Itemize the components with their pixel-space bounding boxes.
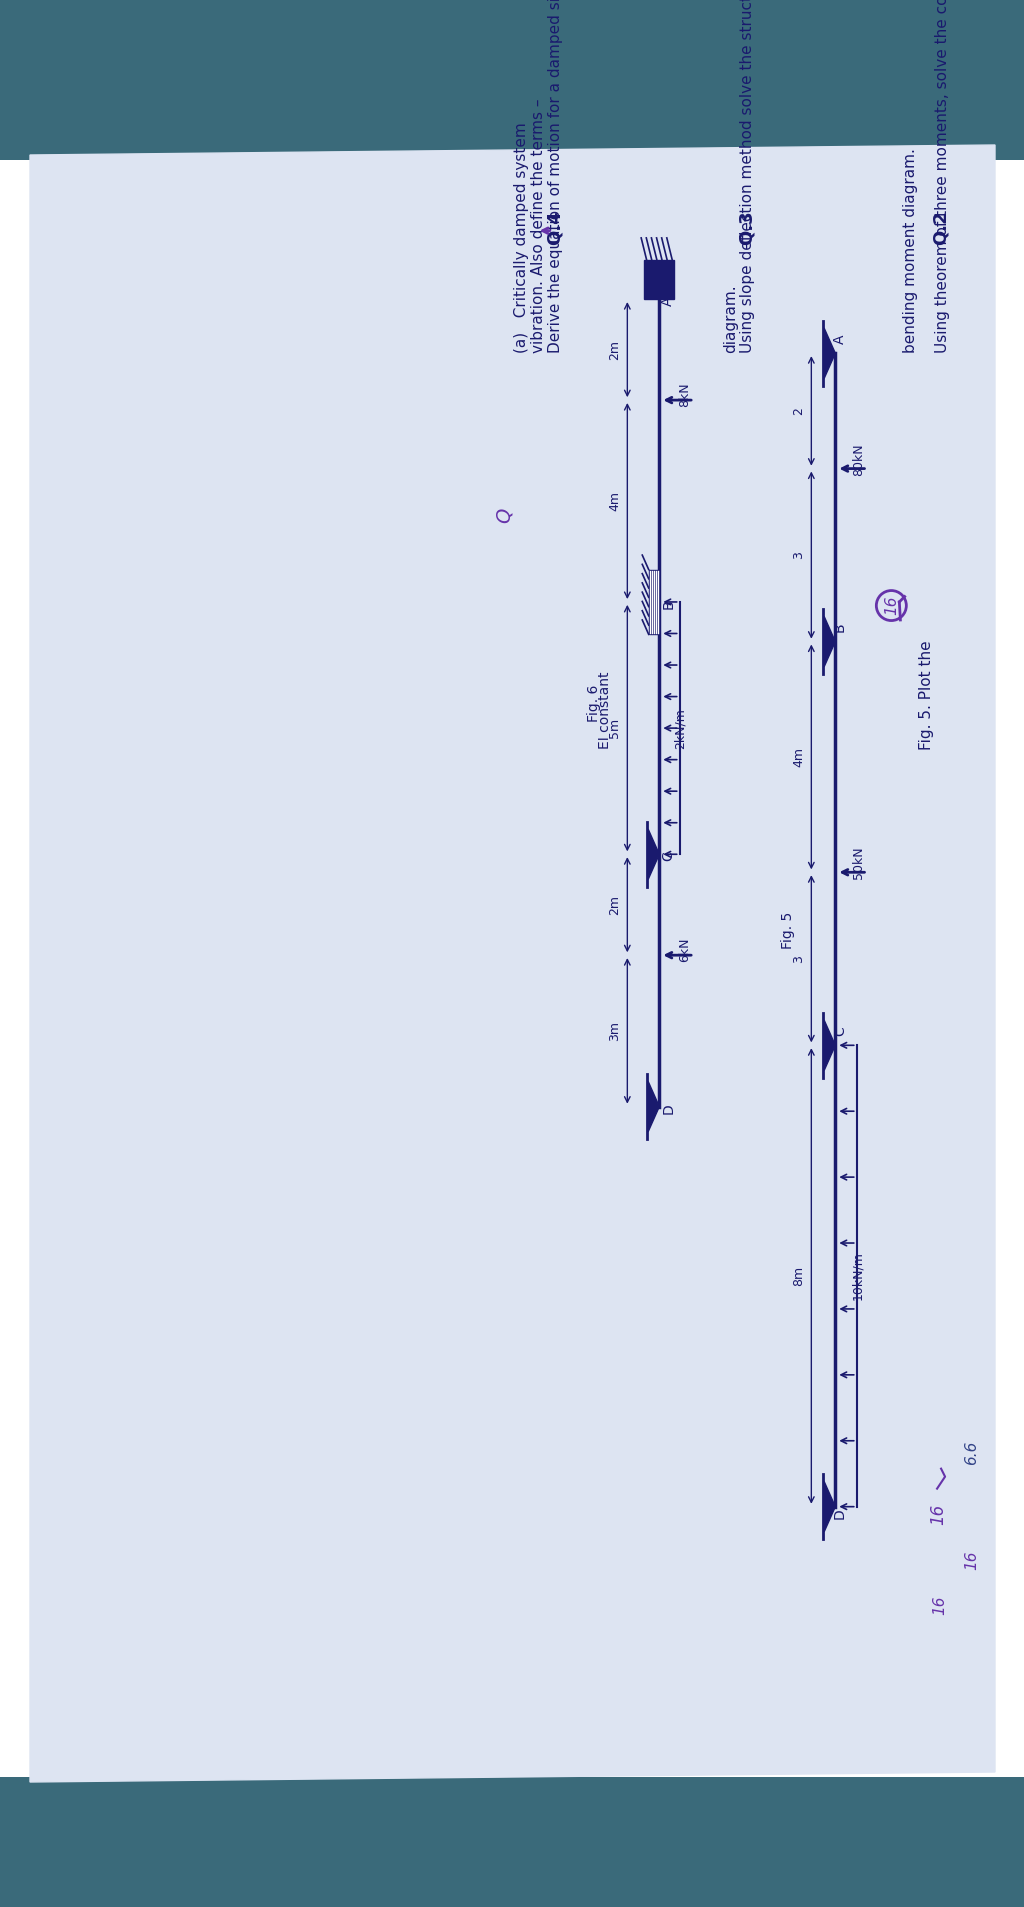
Text: (a)   Critically damped system: (a) Critically damped system xyxy=(514,122,529,353)
Text: Q.3: Q.3 xyxy=(737,210,756,246)
Text: D: D xyxy=(834,1508,847,1520)
Polygon shape xyxy=(648,1081,659,1131)
Text: 4m: 4m xyxy=(608,490,621,511)
Text: Q.2: Q.2 xyxy=(932,210,950,246)
Text: 3: 3 xyxy=(792,955,805,963)
Text: diagram.: diagram. xyxy=(723,284,738,353)
Text: 5m: 5m xyxy=(608,719,621,738)
Polygon shape xyxy=(648,830,659,879)
Bar xyxy=(0,0,1024,160)
Text: Fig. 5. Plot the: Fig. 5. Plot the xyxy=(919,641,934,749)
Text: C: C xyxy=(834,1026,847,1036)
Text: B: B xyxy=(834,622,847,631)
Polygon shape xyxy=(644,259,674,299)
Text: Using slope deflection method solve the structure shown in Fig. 6. Plot the bend: Using slope deflection method solve the … xyxy=(740,0,756,353)
Text: 4m: 4m xyxy=(792,748,805,767)
Text: 2m: 2m xyxy=(608,894,621,915)
Text: Using theorem of three moments, solve the continuous beam shown in: Using theorem of three moments, solve th… xyxy=(935,0,950,353)
Text: B: B xyxy=(662,599,676,608)
Text: 16: 16 xyxy=(932,1596,947,1615)
Polygon shape xyxy=(30,145,995,1781)
Text: 6.6: 6.6 xyxy=(964,1440,979,1465)
Text: EI constant: EI constant xyxy=(598,671,612,749)
Text: 2: 2 xyxy=(792,406,805,416)
Text: C: C xyxy=(662,852,676,862)
Polygon shape xyxy=(824,1020,836,1070)
Text: bending moment diagram.: bending moment diagram. xyxy=(903,149,918,353)
Text: Q.4: Q.4 xyxy=(546,210,563,246)
Text: Fig. 5: Fig. 5 xyxy=(781,912,796,948)
Text: 10kN/m: 10kN/m xyxy=(852,1251,864,1301)
Bar xyxy=(0,1777,1024,1907)
Text: 16: 16 xyxy=(964,1550,979,1571)
Polygon shape xyxy=(824,1482,836,1531)
Text: 3m: 3m xyxy=(608,1020,621,1041)
Text: 80kN: 80kN xyxy=(852,442,864,475)
Text: Fig. 6: Fig. 6 xyxy=(587,685,601,721)
Text: 6kN: 6kN xyxy=(678,938,691,963)
Polygon shape xyxy=(824,616,836,667)
Text: 8kN: 8kN xyxy=(678,383,691,408)
Text: 3: 3 xyxy=(792,551,805,559)
Polygon shape xyxy=(648,570,659,635)
Polygon shape xyxy=(824,328,836,378)
Text: Q: Q xyxy=(496,507,514,523)
Text: 16: 16 xyxy=(930,1503,947,1526)
Text: D: D xyxy=(662,1102,676,1114)
Text: 2kN/m: 2kN/m xyxy=(674,707,687,749)
Text: Derive the equation of motion for a damped single degree of freedom system havin: Derive the equation of motion for a damp… xyxy=(548,0,563,353)
Text: 50kN: 50kN xyxy=(852,847,864,879)
Text: 2m: 2m xyxy=(608,339,621,360)
Text: vibration. Also define the terms –: vibration. Also define the terms – xyxy=(531,99,546,353)
Text: A: A xyxy=(834,334,847,343)
Text: 8m: 8m xyxy=(792,1266,805,1285)
Text: A: A xyxy=(662,297,676,307)
Text: 16: 16 xyxy=(884,595,899,616)
